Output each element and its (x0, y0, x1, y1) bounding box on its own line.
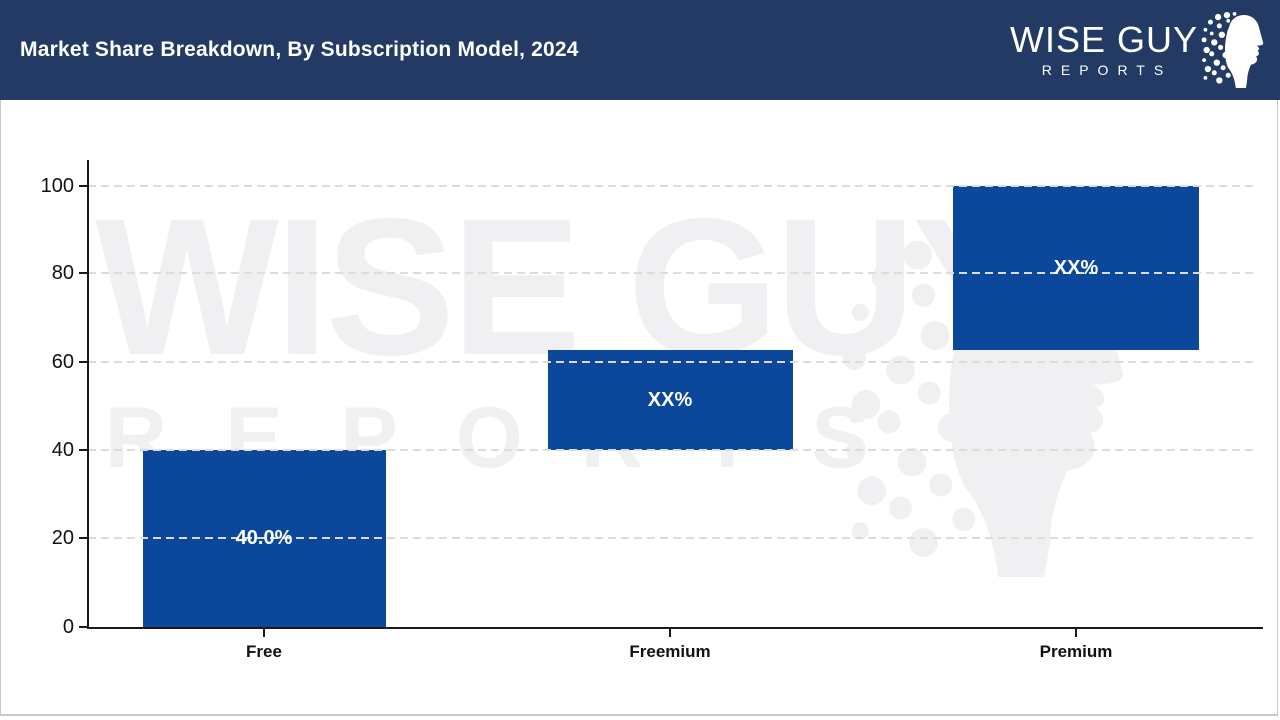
y-tick-mark (79, 361, 88, 363)
x-tick-mark (263, 628, 265, 637)
bar-value-label-premium: XX% (1053, 256, 1099, 279)
category-label-premium: Premium (1039, 642, 1113, 661)
bar-value-label-freemium: XX% (647, 388, 693, 411)
gridline-80 (88, 272, 1255, 274)
brand-logo-text: WISE GUY REPORTS (1009, 19, 1198, 79)
x-tick-mark (1075, 628, 1077, 637)
bar-premium (953, 186, 1199, 350)
y-tick-mark (79, 272, 88, 274)
y-tick-mark (79, 537, 88, 539)
brand-face-icon (1200, 12, 1264, 88)
y-axis-line (87, 160, 89, 629)
y-tick-label: 60 (51, 350, 74, 373)
page-title: Market Share Breakdown, By Subscription … (20, 38, 579, 61)
y-tick-mark (79, 185, 88, 187)
gridline-40 (88, 449, 1255, 451)
gridline-20 (88, 537, 1255, 539)
x-tick-mark (669, 628, 671, 637)
brand-logo: WISE GUY REPORTS (1010, 8, 1264, 92)
header-bar: Market Share Breakdown, By Subscription … (0, 0, 1280, 100)
y-tick-label: 40 (51, 438, 74, 461)
y-tick-mark (79, 449, 88, 451)
bar-freemium (548, 350, 793, 450)
category-label-free: Free (246, 642, 282, 661)
brand-subtitle: REPORTS (1041, 62, 1173, 78)
y-tick-label: 20 (51, 526, 74, 549)
chart-canvas: WISE GUY REPORTS 100 80 60 40 20 0 (0, 100, 1280, 720)
y-tick-mark (79, 626, 88, 628)
brand-name: WISE GUY (1009, 19, 1198, 60)
y-tick-label: 80 (51, 261, 74, 284)
content-border (0, 100, 1278, 716)
bar-value-label-free: 40.0% (235, 526, 293, 549)
category-label-freemium: Freemium (629, 642, 711, 661)
y-tick-label: 100 (40, 174, 74, 197)
x-axis-line (87, 627, 1263, 629)
gridline-100 (88, 185, 1255, 187)
gridline-60 (88, 361, 1255, 363)
y-tick-label: 0 (62, 615, 74, 638)
